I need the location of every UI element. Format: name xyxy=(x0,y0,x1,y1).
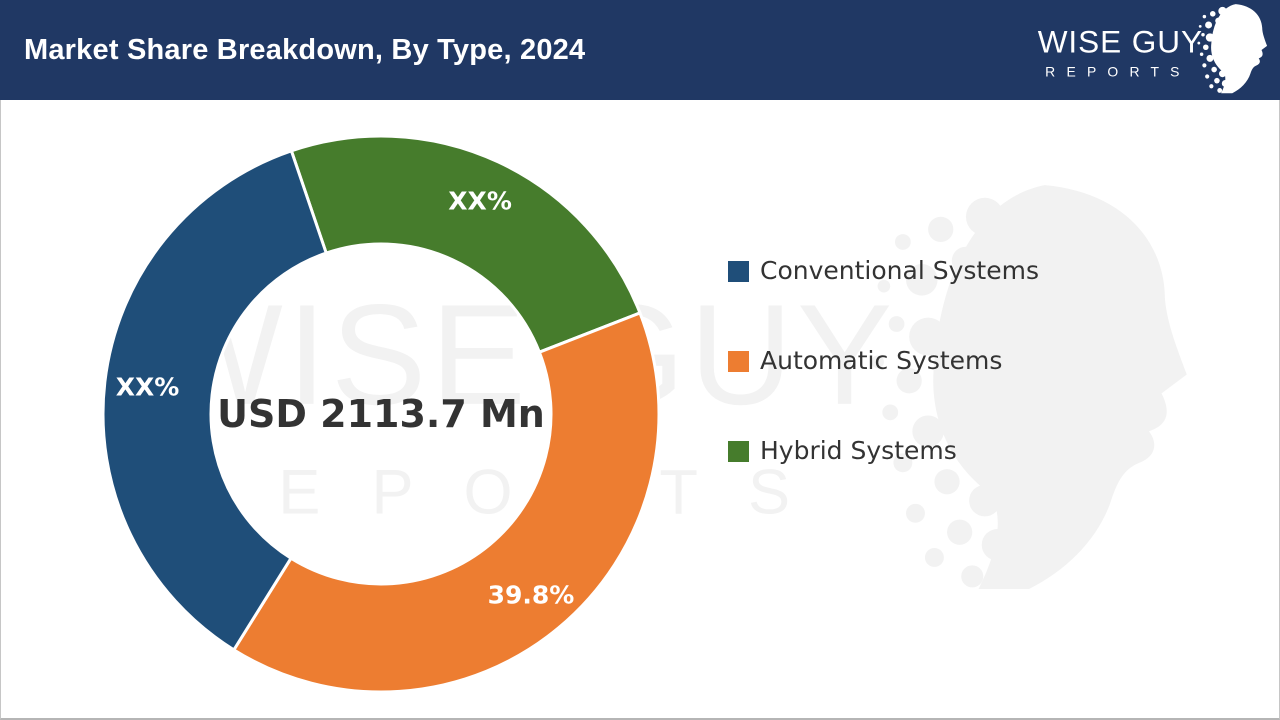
legend-label: Conventional Systems xyxy=(760,256,1039,285)
wiseguy-logo: WISE GUY R E P O R T S xyxy=(1038,4,1268,94)
legend-item-hybrid-systems: Hybrid Systems xyxy=(728,436,1039,466)
legend: Conventional Systems Automatic Systems H… xyxy=(728,256,1039,466)
donut-slice-hybrid-systems xyxy=(289,134,642,354)
legend-swatch-conventional xyxy=(728,260,749,282)
face-profile-icon xyxy=(871,185,1187,589)
face-profile-icon xyxy=(1197,4,1268,94)
legend-label: Automatic Systems xyxy=(760,346,1003,375)
donut-slice-automatic-systems xyxy=(232,311,661,694)
chart-area: WISE GUY R E P O R T S XX% 39.8% XX% USD 21… xyxy=(0,100,1280,720)
slice-label-automatic-systems: 39.8% xyxy=(488,580,575,609)
header-bar: Market Share Breakdown, By Type, 2024 WI… xyxy=(0,0,1280,100)
logo-subtext-watermark: R E P O R T S xyxy=(181,457,806,527)
legend-swatch-automatic xyxy=(728,350,749,372)
slice-label-conventional-systems: XX% xyxy=(116,373,180,402)
slice-label-hybrid-systems: XX% xyxy=(448,186,512,215)
donut-slice-conventional-systems xyxy=(101,149,328,652)
page-title: Market Share Breakdown, By Type, 2024 xyxy=(24,33,586,66)
legend-label: Hybrid Systems xyxy=(760,436,957,465)
donut-chart: XX% 39.8% XX% xyxy=(101,134,661,694)
legend-item-conventional-systems: Conventional Systems xyxy=(728,256,1039,286)
legend-swatch-hybrid xyxy=(728,440,749,462)
logo-text-header: WISE GUY xyxy=(1038,23,1203,59)
chart-center-value: USD 2113.7 Mn xyxy=(217,392,545,436)
legend-item-automatic-systems: Automatic Systems xyxy=(728,346,1039,376)
logo-subtext-header: R E P O R T S xyxy=(1045,63,1183,79)
